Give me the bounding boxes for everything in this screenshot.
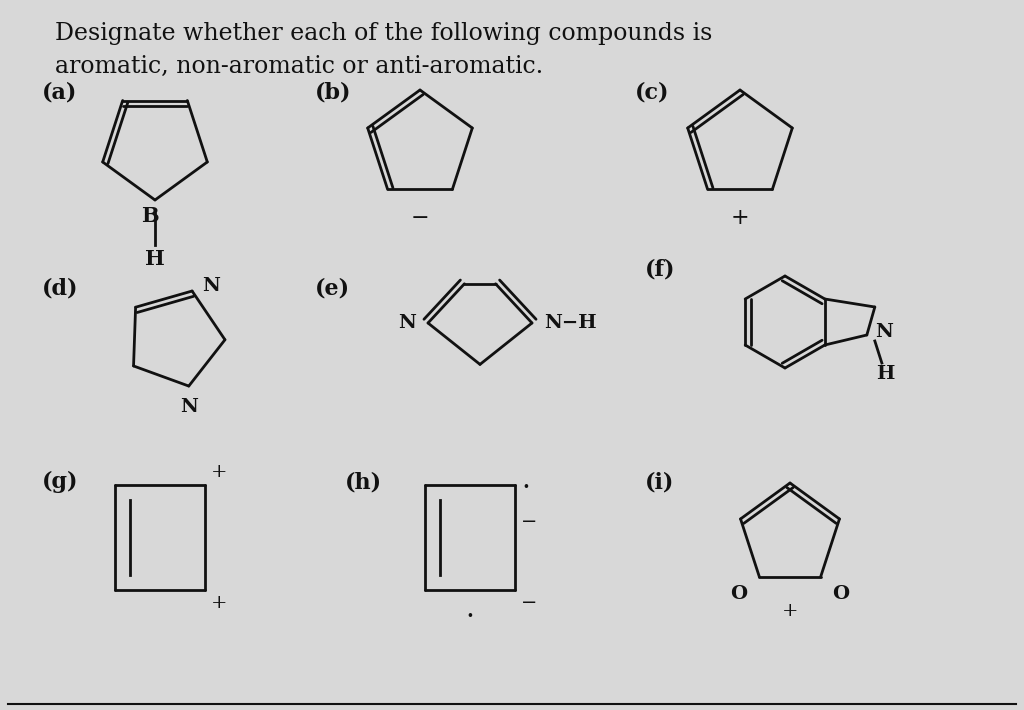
Text: ·: · [521, 475, 529, 502]
Text: N: N [874, 323, 893, 341]
Text: +: + [211, 463, 227, 481]
Text: aromatic, non-aromatic or anti-aromatic.: aromatic, non-aromatic or anti-aromatic. [55, 55, 544, 78]
Text: (b): (b) [315, 81, 351, 103]
Text: H: H [145, 249, 165, 269]
Text: (h): (h) [345, 471, 382, 493]
Text: +: + [781, 602, 799, 620]
Text: (i): (i) [645, 471, 675, 493]
Text: O: O [730, 585, 748, 603]
Text: −: − [411, 207, 429, 229]
Text: ·: · [466, 604, 474, 631]
Text: (f): (f) [645, 259, 676, 281]
Text: B: B [141, 206, 159, 226]
Text: N: N [398, 314, 416, 332]
Text: N: N [180, 398, 198, 416]
Text: (e): (e) [315, 277, 350, 299]
Text: Designate whether each of the following compounds is: Designate whether each of the following … [55, 22, 713, 45]
Text: −: − [521, 594, 538, 612]
Text: H: H [876, 365, 894, 383]
Text: +: + [731, 207, 750, 229]
Text: (c): (c) [635, 81, 670, 103]
Text: +: + [211, 594, 227, 612]
Text: N−H: N−H [544, 314, 597, 332]
Text: (a): (a) [42, 81, 78, 103]
Text: N: N [202, 277, 220, 295]
Text: −: − [521, 513, 538, 531]
Text: (g): (g) [42, 471, 79, 493]
Text: (d): (d) [42, 277, 79, 299]
Text: O: O [833, 585, 850, 603]
